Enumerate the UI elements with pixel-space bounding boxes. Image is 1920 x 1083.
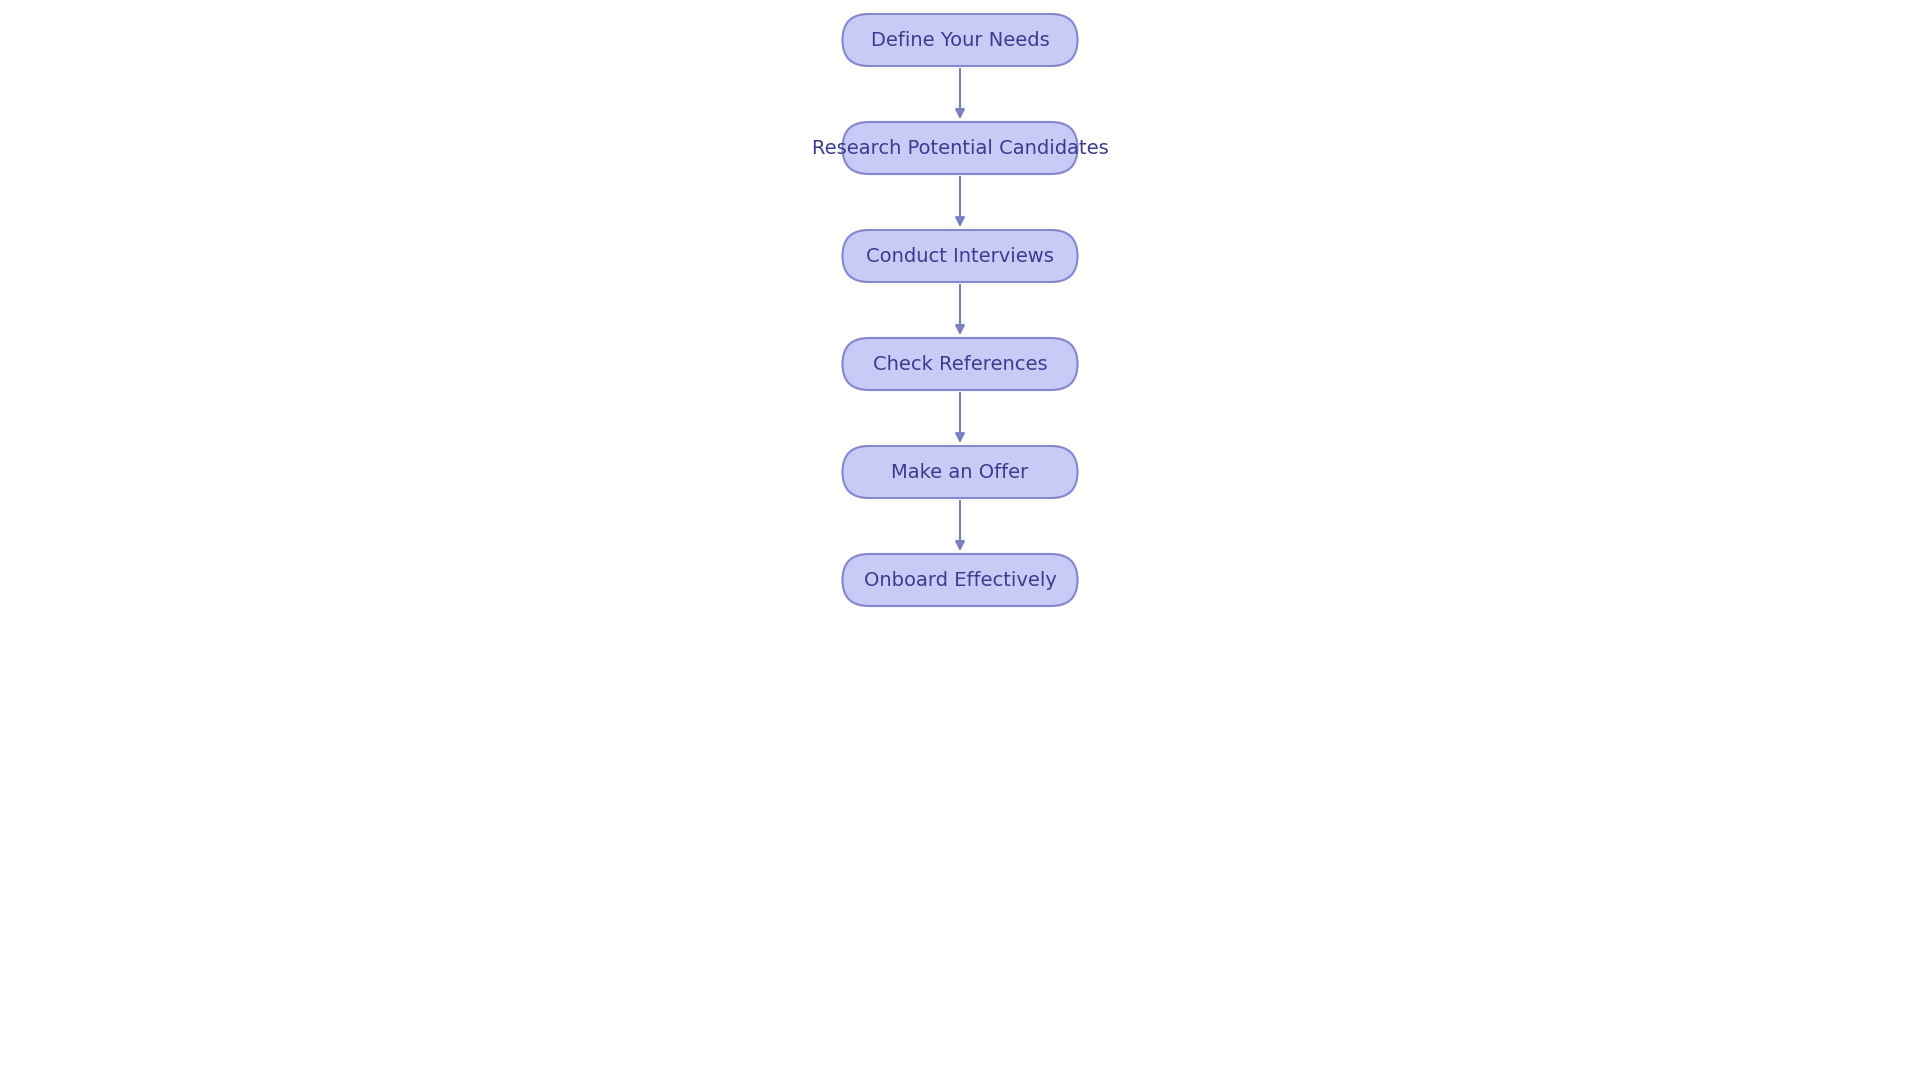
Text: Check References: Check References [874, 354, 1046, 374]
FancyBboxPatch shape [843, 14, 1077, 66]
FancyBboxPatch shape [843, 122, 1077, 174]
Text: Onboard Effectively: Onboard Effectively [864, 571, 1056, 589]
FancyBboxPatch shape [843, 554, 1077, 606]
FancyBboxPatch shape [843, 338, 1077, 390]
Text: Define Your Needs: Define Your Needs [870, 30, 1050, 50]
FancyBboxPatch shape [843, 446, 1077, 498]
Text: Make an Offer: Make an Offer [891, 462, 1029, 482]
Text: Research Potential Candidates: Research Potential Candidates [812, 139, 1108, 157]
FancyBboxPatch shape [843, 230, 1077, 282]
Text: Conduct Interviews: Conduct Interviews [866, 247, 1054, 265]
